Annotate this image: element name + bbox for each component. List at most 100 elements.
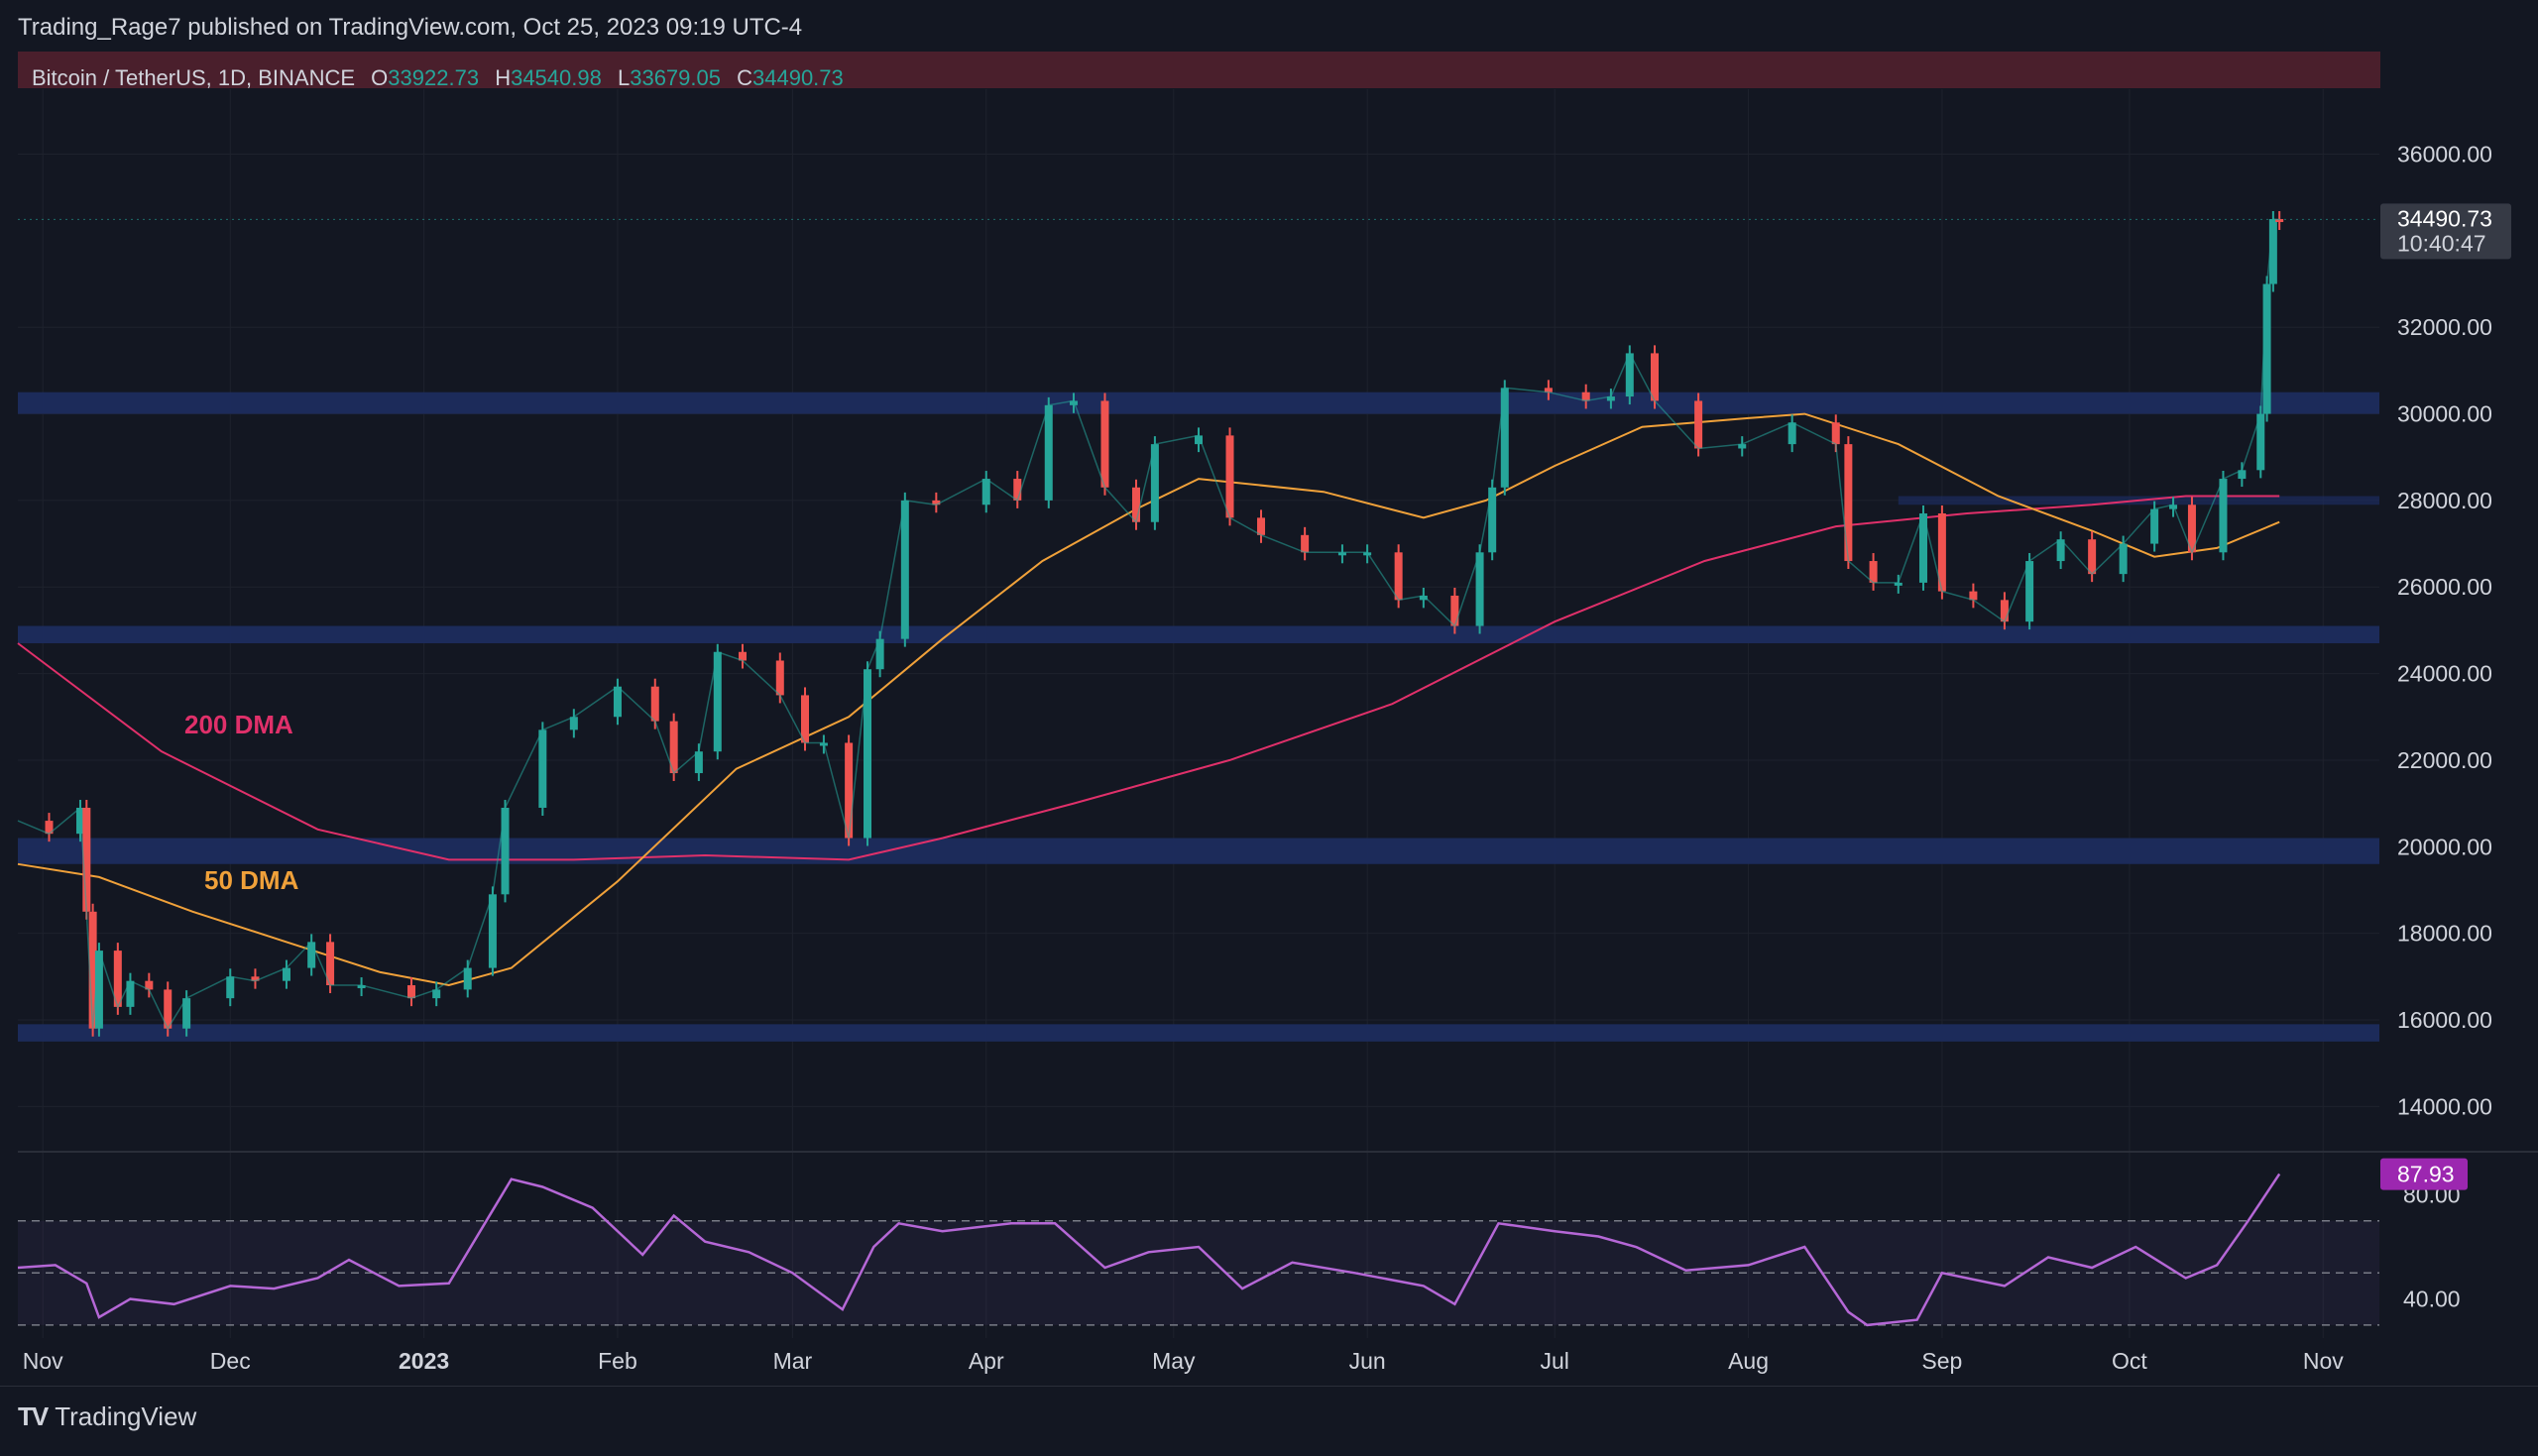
support-resistance-zone <box>18 625 2379 644</box>
price-candle-body <box>845 742 854 839</box>
price-candle-body <box>613 686 622 718</box>
price-candle-body <box>463 967 472 990</box>
x-tick-label: 2023 <box>399 1348 449 1374</box>
price-candle-body <box>1044 404 1053 501</box>
symbol-name: Bitcoin / TetherUS, 1D, BINANCE <box>32 65 356 90</box>
support-resistance-zone <box>18 392 2379 414</box>
ma50-label: 50 DMA <box>204 865 299 895</box>
y-tick-label: 20000.00 <box>2397 834 2492 859</box>
price-candle-body <box>864 669 872 839</box>
header-price-band <box>18 52 2380 88</box>
price-candle-body <box>1301 534 1310 553</box>
price-candle-body <box>900 500 909 639</box>
price-candle-body <box>1069 400 1078 405</box>
price-candle-body <box>2256 413 2265 471</box>
price-candle-body <box>981 479 990 505</box>
price-candle-body <box>1500 388 1509 488</box>
price-candle-body <box>2219 479 2228 553</box>
price-candle-body <box>282 967 290 981</box>
tradingview-brand: TradingView <box>55 1401 197 1431</box>
price-candle-body <box>1738 444 1747 449</box>
price-candle-body <box>1419 595 1428 601</box>
price-candle-body <box>407 985 415 999</box>
price-candle-body <box>1450 595 1459 626</box>
price-candle-body <box>650 686 659 722</box>
price-candle-body <box>88 911 97 1029</box>
support-resistance-zone <box>18 1024 2379 1042</box>
price-candle-body <box>1225 435 1234 518</box>
x-tick-label: Jun <box>1349 1348 1386 1374</box>
price-candle-body <box>164 989 173 1029</box>
price-candle-body <box>2187 504 2196 553</box>
price-candle-body <box>538 729 547 808</box>
price-candle-body <box>2150 508 2159 544</box>
price-candle-body <box>182 998 191 1029</box>
ma200-line <box>17 495 2280 861</box>
price-candle-body <box>1694 400 1703 449</box>
y-tick-label: 18000.00 <box>2397 921 2492 947</box>
price-candle-body <box>501 807 510 895</box>
price-candle-body <box>1150 444 1159 522</box>
price-candle-body <box>126 980 135 1007</box>
rsi-tag-box <box>2380 1158 2468 1190</box>
price-candle-body <box>1337 552 1346 556</box>
price-candle-body <box>1475 552 1484 626</box>
y-tick-label: 30000.00 <box>2397 401 2492 427</box>
price-candle-body <box>569 717 578 730</box>
price-candle-body <box>2268 219 2277 284</box>
price-candle-body <box>226 976 235 999</box>
price-candle-body <box>1844 444 1853 562</box>
price-candle-body <box>1100 400 1109 488</box>
price-candle-body <box>1544 388 1553 392</box>
price-candle-body <box>738 651 747 661</box>
price-candle-body <box>2275 219 2284 223</box>
price-candle-body <box>145 980 154 990</box>
y-tick-label: 28000.00 <box>2397 488 2492 513</box>
price-candle-body <box>1363 552 1372 556</box>
x-tick-label: Dec <box>210 1348 251 1374</box>
price-candle-body <box>1257 517 1266 535</box>
price-tag-box <box>2380 203 2511 260</box>
x-tick-label: Nov <box>2303 1348 2344 1374</box>
price-candle-body <box>94 951 103 1029</box>
rsi-tag-value: 87.93 <box>2397 1162 2455 1187</box>
price-candle-body <box>669 721 678 774</box>
tradingview-logo[interactable]: TV TradingView <box>18 1401 196 1432</box>
price-candle-body <box>1918 513 1927 583</box>
price-candle-body <box>1606 396 1615 401</box>
x-tick-label: Jul <box>1540 1348 1568 1374</box>
footer-bar <box>0 1386 2538 1452</box>
price-candle-body <box>1869 561 1878 583</box>
x-tick-label: Oct <box>2112 1348 2147 1374</box>
line-layer <box>17 211 2379 1037</box>
x-tick-label: Feb <box>598 1348 637 1374</box>
low-label: L <box>617 65 631 90</box>
published-by: Trading_Rage7 published on TradingView.c… <box>18 14 803 41</box>
y-tick-label: 16000.00 <box>2397 1007 2492 1033</box>
ma50-line <box>17 412 2280 987</box>
price-candle-body <box>2000 600 2009 622</box>
x-tick-label: Nov <box>23 1348 63 1374</box>
ma200-label: 200 DMA <box>184 710 293 739</box>
price-candle-body <box>1894 582 1903 586</box>
price-tag-countdown: 10:40:47 <box>2397 230 2486 256</box>
price-candle-body <box>1394 552 1403 601</box>
price-candle-body <box>1788 422 1796 445</box>
x-tick-label: Aug <box>1728 1348 1769 1374</box>
price-candle-body <box>775 660 784 696</box>
price-candle-body <box>875 638 884 670</box>
rsi-line <box>17 1173 2281 1327</box>
price-line <box>17 218 2280 1031</box>
x-tick-label: May <box>1152 1348 1196 1374</box>
price-candle-body <box>45 821 54 835</box>
price-candle-body <box>1195 435 1203 445</box>
price-candle-body <box>713 651 722 752</box>
close-value: 34490.73 <box>752 65 844 90</box>
axis-layer: 14000.00 16000.00 18000.00 20000.00 22000.00… <box>23 142 2492 1374</box>
price-tag-value: 34490.73 <box>2397 205 2492 231</box>
rsi-tick-label: 40.00 <box>2403 1287 2461 1312</box>
x-tick-label: Sep <box>1921 1348 1962 1374</box>
